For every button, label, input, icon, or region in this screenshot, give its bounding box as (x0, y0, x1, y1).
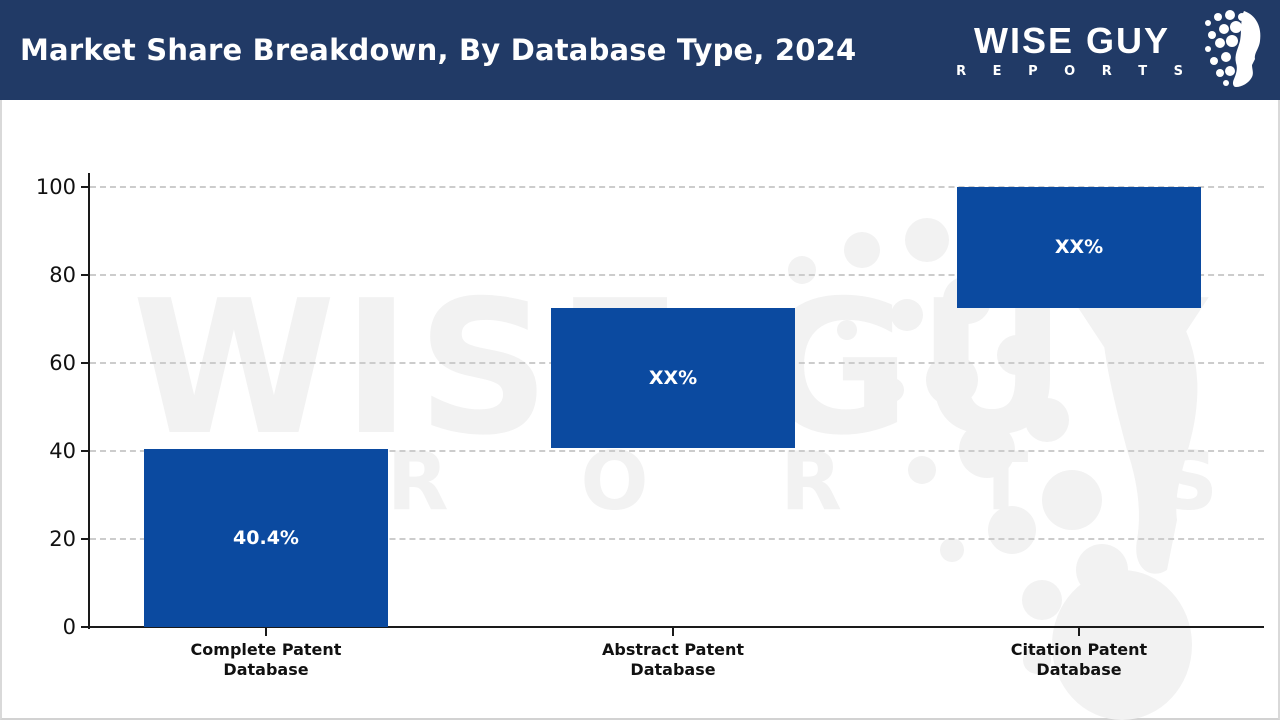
x-tick-mark (265, 628, 267, 636)
bar-1[interactable]: 40.4% (144, 449, 388, 627)
logo-subtext: R E P O R T S (956, 63, 1194, 79)
y-tick-label: 0 (62, 615, 76, 639)
category-label-2: Abstract Patent Database (601, 640, 745, 679)
chart-area: WISE GUY R O R T S 0 20 40 60 80 100 40.4% Comp… (0, 100, 1280, 720)
y-tick-mark (81, 186, 90, 188)
x-tick-mark (672, 628, 674, 636)
y-tick-mark (81, 362, 90, 364)
y-tick-mark (81, 274, 90, 276)
y-tick-label: 100 (35, 175, 76, 199)
y-tick-label: 80 (49, 263, 76, 287)
x-tick-mark (1078, 628, 1080, 636)
gridline-40 (90, 450, 1264, 452)
y-tick-mark (81, 626, 90, 628)
y-tick-label: 20 (49, 527, 76, 551)
y-tick-label: 40 (49, 439, 76, 463)
bar-value-label: XX% (648, 366, 698, 389)
gridline-20 (90, 538, 1264, 540)
category-label-3: Citation Patent Database (1010, 640, 1148, 679)
y-tick-mark (81, 450, 90, 452)
logo-wordmark: WISE GUY (974, 19, 1171, 61)
bar-3[interactable]: XX% (957, 187, 1201, 308)
category-label-1: Complete Patent Database (190, 640, 342, 679)
header: Market Share Breakdown, By Database Type… (0, 0, 1280, 100)
page-title: Market Share Breakdown, By Database Type… (20, 33, 857, 67)
bar-2[interactable]: XX% (551, 308, 795, 448)
gridline-80 (90, 274, 1264, 276)
logo-face-icon (1205, 10, 1261, 87)
y-tick-mark (81, 538, 90, 540)
y-tick-label: 60 (49, 351, 76, 375)
x-axis-line (88, 626, 1264, 628)
y-axis-line (88, 173, 90, 629)
bar-value-label: XX% (1054, 236, 1104, 259)
gridline-100 (90, 186, 1264, 188)
wise-guy-logo: WISE GUY R E P O R T S (950, 9, 1262, 91)
bar-value-label: 40.4% (233, 527, 299, 550)
